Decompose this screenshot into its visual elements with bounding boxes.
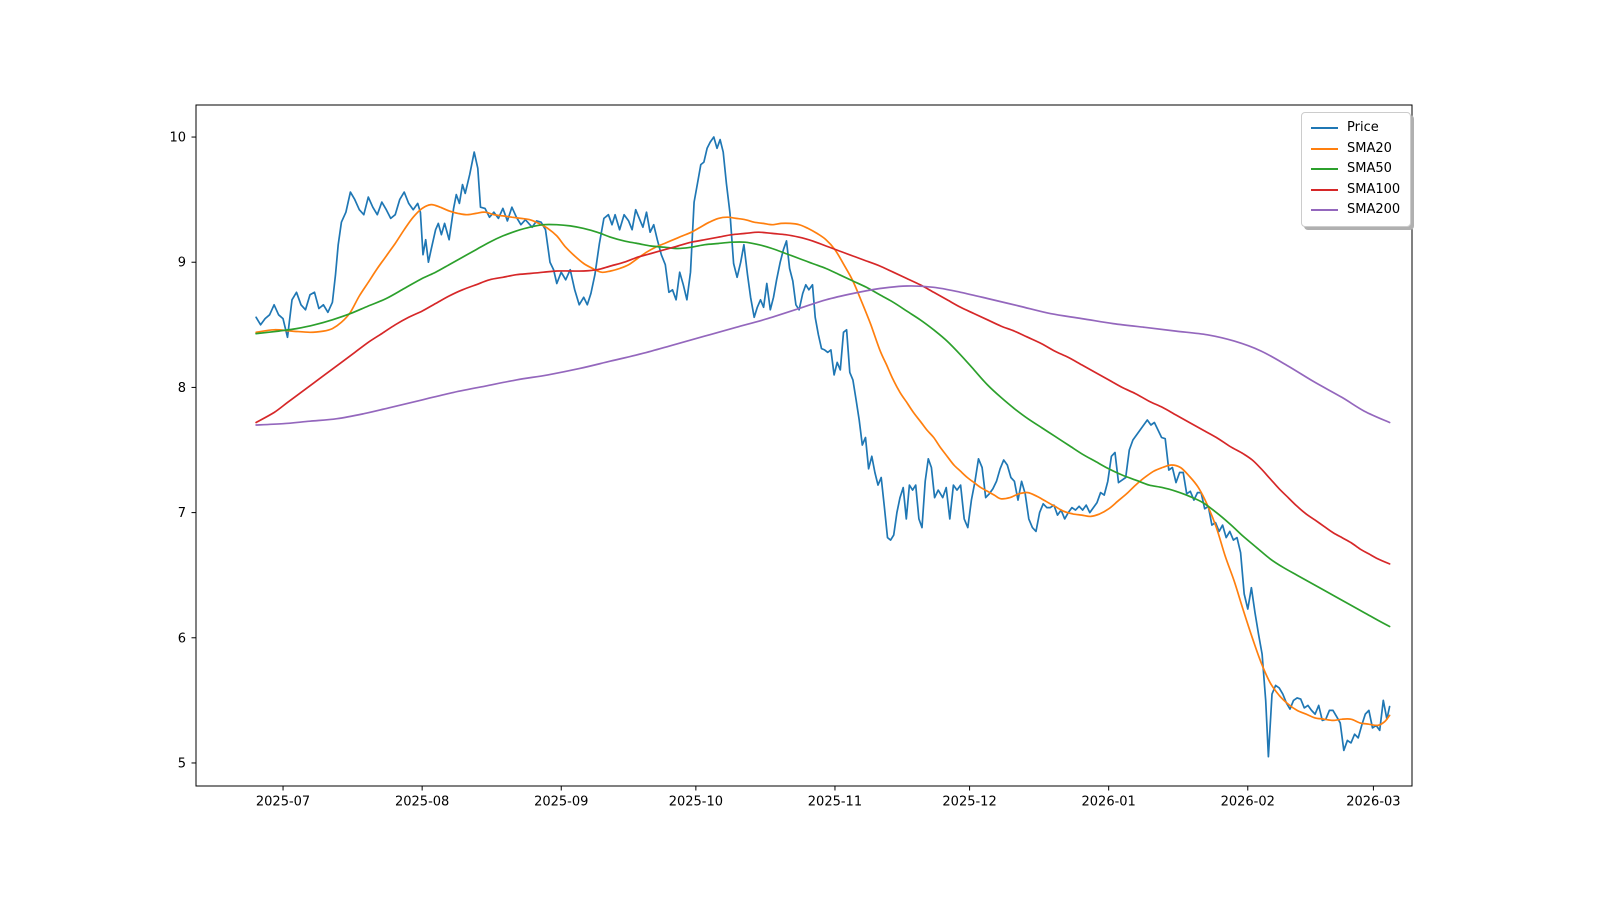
- legend-item-sma50: SMA50: [1311, 159, 1400, 180]
- y-tick-label: 5: [178, 756, 186, 771]
- legend-item-sma100: SMA100: [1311, 180, 1400, 201]
- y-tick-label: 9: [178, 256, 186, 271]
- legend-item-sma20: SMA20: [1311, 139, 1400, 160]
- plot-border: [195, 104, 1413, 787]
- legend-label-sma20: SMA20: [1347, 140, 1392, 156]
- legend-label-sma200: SMA200: [1347, 202, 1401, 217]
- x-tick-label: 2025-07: [256, 795, 310, 810]
- legend-label-sma100: SMA100: [1347, 181, 1401, 197]
- sma200-line: [255, 285, 1391, 426]
- x-tick-label: 2025-09: [534, 795, 588, 810]
- legend-item-sma200: SMA200: [1311, 200, 1400, 221]
- x-tick-label: 2025-10: [669, 795, 723, 810]
- y-tick-label: 6: [178, 631, 186, 646]
- x-tick-label: 2026-01: [1082, 795, 1136, 810]
- legend-swatch-sma200: [1311, 209, 1338, 212]
- y-tick-label: 8: [178, 381, 186, 396]
- y-tick-label: 7: [178, 506, 186, 521]
- x-tick-label: 2026-03: [1346, 795, 1400, 810]
- x-tick-label: 2025-12: [942, 795, 996, 810]
- sma20-line: [255, 203, 1391, 727]
- x-tick-label: 2025-11: [808, 795, 862, 810]
- legend-swatch-sma20: [1311, 147, 1338, 150]
- x-tick-label: 2025-08: [395, 795, 449, 810]
- legend-label-sma50: SMA50: [1347, 161, 1392, 176]
- price-line: [255, 136, 1391, 758]
- sma50-line: [255, 223, 1391, 628]
- legend: Price SMA20 SMA50 SMA100 SMA200: [1301, 112, 1412, 227]
- legend-item-price: Price: [1311, 118, 1400, 139]
- legend-swatch-sma50: [1311, 168, 1338, 171]
- sma100-line: [255, 231, 1391, 565]
- legend-swatch-sma100: [1311, 188, 1338, 191]
- legend-label-price: Price: [1347, 120, 1379, 135]
- x-tick-label: 2026-02: [1221, 795, 1275, 810]
- y-tick-label: 10: [169, 131, 186, 146]
- legend-swatch-price: [1311, 127, 1338, 130]
